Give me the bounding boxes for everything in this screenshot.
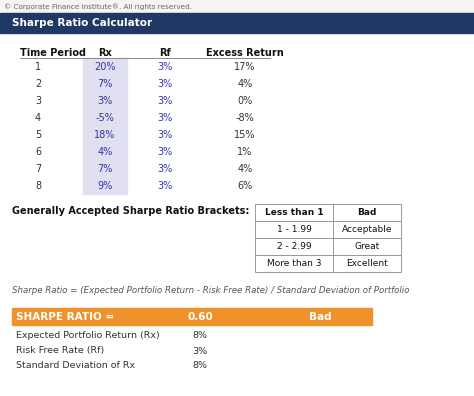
Text: Rf: Rf xyxy=(159,48,171,58)
Text: Acceptable: Acceptable xyxy=(342,225,392,234)
Text: 0.60: 0.60 xyxy=(187,312,213,322)
Text: Time Period: Time Period xyxy=(20,48,86,58)
Text: 3%: 3% xyxy=(192,346,208,356)
Text: 3%: 3% xyxy=(157,62,173,72)
Bar xyxy=(255,204,333,221)
Text: Risk Free Rate (Rf): Risk Free Rate (Rf) xyxy=(16,346,104,356)
Text: -5%: -5% xyxy=(96,113,114,123)
Bar xyxy=(255,238,333,255)
Text: 7%: 7% xyxy=(97,164,113,174)
Text: Less than 1: Less than 1 xyxy=(264,208,323,217)
Bar xyxy=(12,308,372,325)
Bar xyxy=(333,255,401,272)
Text: 4%: 4% xyxy=(237,79,253,89)
Text: 4: 4 xyxy=(35,113,41,123)
Text: 4%: 4% xyxy=(237,164,253,174)
Text: Generally Accepted Sharpe Ratio Brackets:: Generally Accepted Sharpe Ratio Brackets… xyxy=(12,206,249,216)
Text: 18%: 18% xyxy=(94,130,116,140)
Text: 17%: 17% xyxy=(234,62,256,72)
Text: 2: 2 xyxy=(35,79,41,89)
Text: 3%: 3% xyxy=(157,130,173,140)
Text: 8%: 8% xyxy=(192,362,208,371)
Text: 0%: 0% xyxy=(237,96,253,107)
Text: Bad: Bad xyxy=(309,312,331,322)
Text: 3: 3 xyxy=(35,96,41,107)
Text: 2 - 2.99: 2 - 2.99 xyxy=(277,242,311,251)
Bar xyxy=(0,0,474,13)
Text: 7: 7 xyxy=(35,164,41,174)
Text: 6: 6 xyxy=(35,147,41,157)
Text: -8%: -8% xyxy=(236,113,255,123)
Text: 4%: 4% xyxy=(97,147,113,157)
Text: 1: 1 xyxy=(35,62,41,72)
Bar xyxy=(255,221,333,238)
Text: 5: 5 xyxy=(35,130,41,140)
Bar xyxy=(333,204,401,221)
Text: © Corporate Finance Institute®. All rights reserved.: © Corporate Finance Institute®. All righ… xyxy=(4,3,192,10)
Text: 20%: 20% xyxy=(94,62,116,72)
Bar xyxy=(255,255,333,272)
Text: 6%: 6% xyxy=(237,181,253,191)
Text: Rx: Rx xyxy=(98,48,112,58)
Text: 3%: 3% xyxy=(157,164,173,174)
Text: Bad: Bad xyxy=(357,208,377,217)
Text: Expected Portfolio Return (Rx): Expected Portfolio Return (Rx) xyxy=(16,331,160,341)
Bar xyxy=(0,13,474,33)
Text: Excess Return: Excess Return xyxy=(206,48,284,58)
Bar xyxy=(83,58,127,194)
Text: 1%: 1% xyxy=(237,147,253,157)
Text: 8: 8 xyxy=(35,181,41,191)
Text: Sharpe Ratio Calculator: Sharpe Ratio Calculator xyxy=(12,18,152,28)
Bar xyxy=(333,238,401,255)
Text: Standard Deviation of Rx: Standard Deviation of Rx xyxy=(16,362,135,371)
Text: Great: Great xyxy=(355,242,380,251)
Text: Sharpe Ratio = (Expected Portfolio Return - Risk Free Rate) / Standard Deviation: Sharpe Ratio = (Expected Portfolio Retur… xyxy=(12,286,410,295)
Text: 15%: 15% xyxy=(234,130,256,140)
Text: 3%: 3% xyxy=(97,96,113,107)
Text: 3%: 3% xyxy=(157,79,173,89)
Bar xyxy=(333,221,401,238)
Text: 3%: 3% xyxy=(157,181,173,191)
Text: 1 - 1.99: 1 - 1.99 xyxy=(276,225,311,234)
Text: 9%: 9% xyxy=(97,181,113,191)
Text: 3%: 3% xyxy=(157,113,173,123)
Text: 3%: 3% xyxy=(157,96,173,107)
Text: 3%: 3% xyxy=(157,147,173,157)
Text: More than 3: More than 3 xyxy=(267,259,321,268)
Text: 7%: 7% xyxy=(97,79,113,89)
Text: SHARPE RATIO =: SHARPE RATIO = xyxy=(16,312,114,322)
Text: 8%: 8% xyxy=(192,331,208,341)
Text: Excellent: Excellent xyxy=(346,259,388,268)
